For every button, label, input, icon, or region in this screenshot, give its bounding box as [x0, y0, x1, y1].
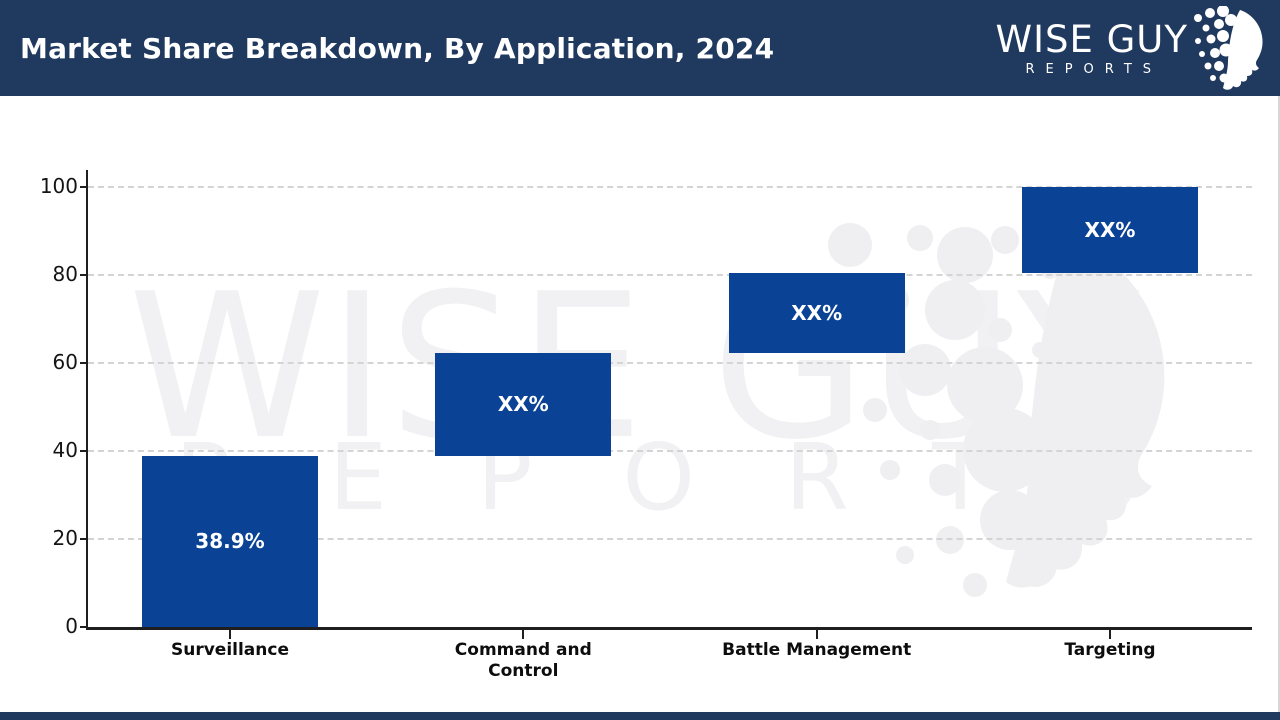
x-category-label-line: Battle Management: [722, 640, 912, 660]
x-category-label-line: Control: [488, 661, 559, 681]
bar: XX%: [1022, 187, 1198, 273]
x-category-label-line: Command and: [454, 640, 592, 660]
bar-value-label: XX%: [1084, 217, 1136, 242]
y-tick-mark: [80, 626, 88, 628]
bar-value-label: XX%: [497, 392, 549, 417]
y-tick-label: 20: [52, 526, 78, 550]
brand-head-icon: [1194, 6, 1263, 90]
gridline: [88, 362, 1252, 364]
y-tick-mark: [80, 186, 88, 188]
page-right-border: [1278, 96, 1280, 712]
brand-subname: REPORTS: [1025, 61, 1163, 77]
x-category-label: Targeting: [1000, 640, 1220, 661]
bar: 38.9%: [142, 455, 318, 627]
brand-name: WISE GUY: [995, 17, 1188, 61]
gridline: [88, 274, 1252, 276]
gridline: [88, 450, 1252, 452]
brand-wordmark: WISE GUY REPORTS: [996, 21, 1188, 76]
y-tick-label: 80: [52, 262, 78, 286]
y-tick-mark: [80, 450, 88, 452]
x-category-label: Command and Control: [413, 640, 633, 682]
bar: XX%: [728, 272, 905, 353]
y-tick-label: 40: [52, 438, 78, 462]
y-tick-label: 100: [39, 174, 78, 198]
y-tick-label: 0: [65, 614, 78, 638]
brand-logo: WISE GUY REPORTS: [996, 6, 1266, 90]
y-tick-mark: [80, 362, 88, 364]
x-category-label-line: Surveillance: [170, 640, 289, 660]
x-tick-mark: [1109, 630, 1111, 639]
gridline: [88, 538, 1252, 540]
bar-value-label: XX%: [791, 300, 843, 325]
watermark-head-graphic: [828, 223, 1165, 597]
x-tick-mark: [522, 630, 525, 639]
x-category-label: Battle Management: [707, 640, 927, 661]
x-tick-mark: [815, 630, 818, 639]
bar-value-label: 38.9%: [195, 529, 265, 554]
header: Market Share Breakdown, By Application, …: [0, 0, 1280, 96]
y-axis: [86, 170, 88, 630]
y-tick-label: 60: [52, 350, 78, 374]
y-tick-mark: [80, 274, 88, 276]
x-tick-mark: [229, 630, 231, 639]
footer-bar: [0, 712, 1280, 720]
chart-title: Market Share Breakdown, By Application, …: [20, 31, 775, 65]
x-axis: [86, 627, 1252, 630]
x-category-label: Surveillance: [120, 640, 340, 661]
x-category-label-line: Targeting: [1064, 640, 1156, 660]
gridline: [88, 186, 1252, 188]
bar: XX%: [435, 352, 612, 456]
y-tick-mark: [80, 538, 88, 540]
